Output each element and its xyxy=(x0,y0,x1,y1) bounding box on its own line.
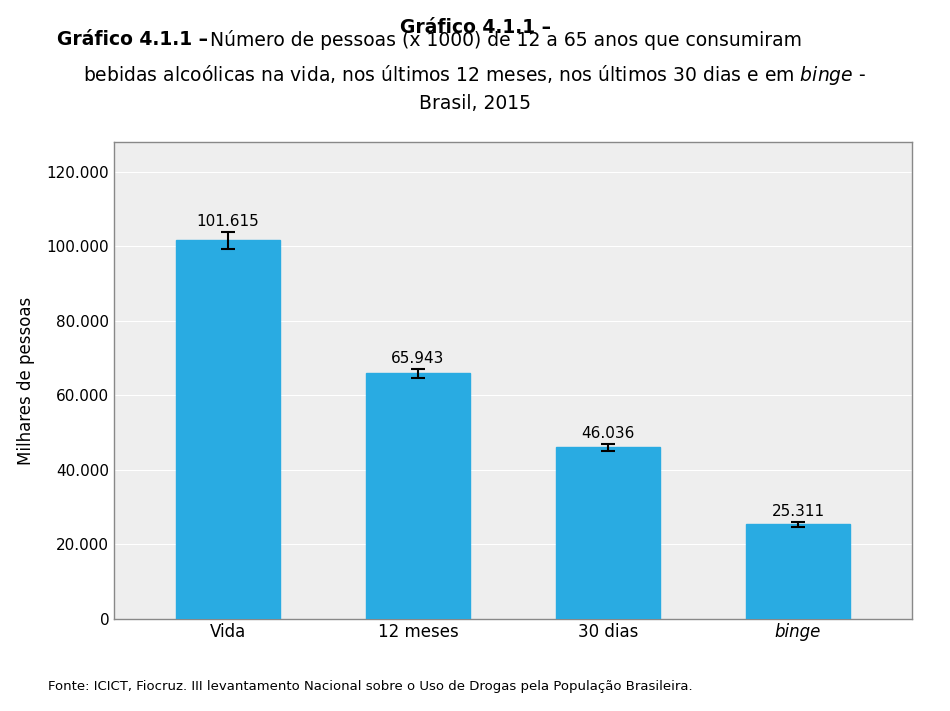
Text: bebidas alcoólicas na vida, nos últimos 12 meses, nos últimos 30 dias e em $\it{: bebidas alcoólicas na vida, nos últimos … xyxy=(84,63,866,87)
Bar xyxy=(556,447,660,619)
Text: Número de pessoas (x 1000) de 12 a 65 anos que consumiram: Número de pessoas (x 1000) de 12 a 65 an… xyxy=(204,30,802,50)
Text: Gráfico 4.1.1 –: Gráfico 4.1.1 – xyxy=(57,30,208,49)
Bar xyxy=(746,525,850,619)
Bar xyxy=(176,240,280,619)
Text: 46.036: 46.036 xyxy=(581,426,635,441)
Text: 101.615: 101.615 xyxy=(197,214,259,229)
Y-axis label: Milhares de pessoas: Milhares de pessoas xyxy=(17,296,35,464)
Text: 25.311: 25.311 xyxy=(771,504,825,519)
Text: Brasil, 2015: Brasil, 2015 xyxy=(419,94,531,113)
Text: Gráfico 4.1.1 –: Gráfico 4.1.1 – xyxy=(400,18,550,37)
Bar xyxy=(366,373,470,619)
Text: Fonte: ICICT, Fiocruz. III levantamento Nacional sobre o Uso de Drogas pela Popu: Fonte: ICICT, Fiocruz. III levantamento … xyxy=(48,680,693,693)
Text: 65.943: 65.943 xyxy=(391,351,445,365)
